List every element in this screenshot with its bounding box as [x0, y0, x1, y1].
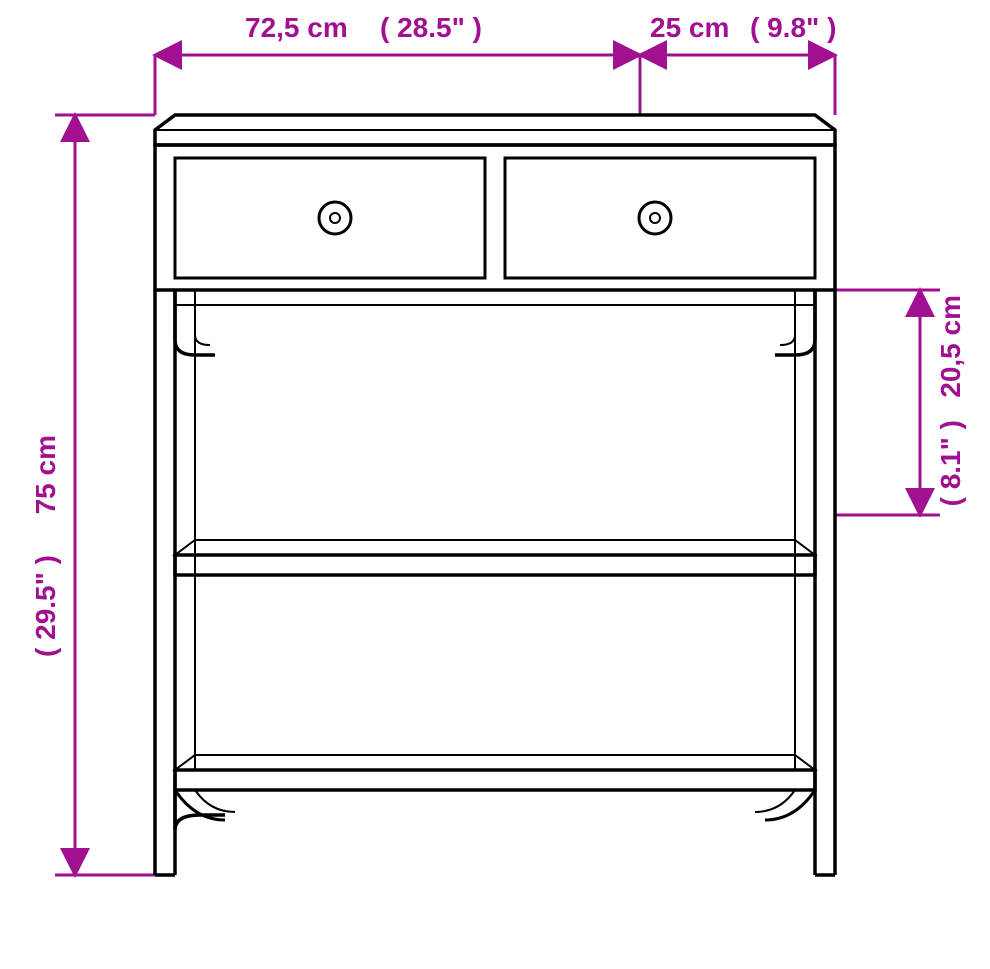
diagram-container: 72,5 cm ( 28.5" ) 25 cm ( 9.8" ) 75 cm (… — [0, 0, 990, 964]
label-depth-cm: 25 cm — [650, 12, 729, 44]
feet — [155, 790, 835, 875]
label-height-in: ( 29.5" ) — [30, 555, 62, 657]
drawer-underside — [175, 290, 815, 355]
shelf-middle — [175, 540, 815, 575]
dim-width — [155, 55, 640, 115]
label-depth-in: ( 9.8" ) — [750, 12, 836, 44]
label-gap-in: ( 8.1" ) — [935, 420, 967, 506]
drawer-section — [155, 145, 835, 290]
dim-shelf-gap — [835, 290, 940, 515]
shelf-bottom — [175, 755, 815, 790]
label-height-cm: 75 cm — [30, 435, 62, 514]
furniture-drawing — [155, 115, 835, 875]
diagram-svg — [0, 0, 990, 964]
dim-depth — [640, 55, 835, 115]
label-gap-cm: 20,5 cm — [935, 295, 967, 398]
dim-height — [55, 115, 155, 875]
label-width-in: ( 28.5" ) — [380, 12, 482, 44]
label-width-cm: 72,5 cm — [245, 12, 348, 44]
legs — [155, 290, 835, 875]
top-surface — [155, 115, 835, 145]
